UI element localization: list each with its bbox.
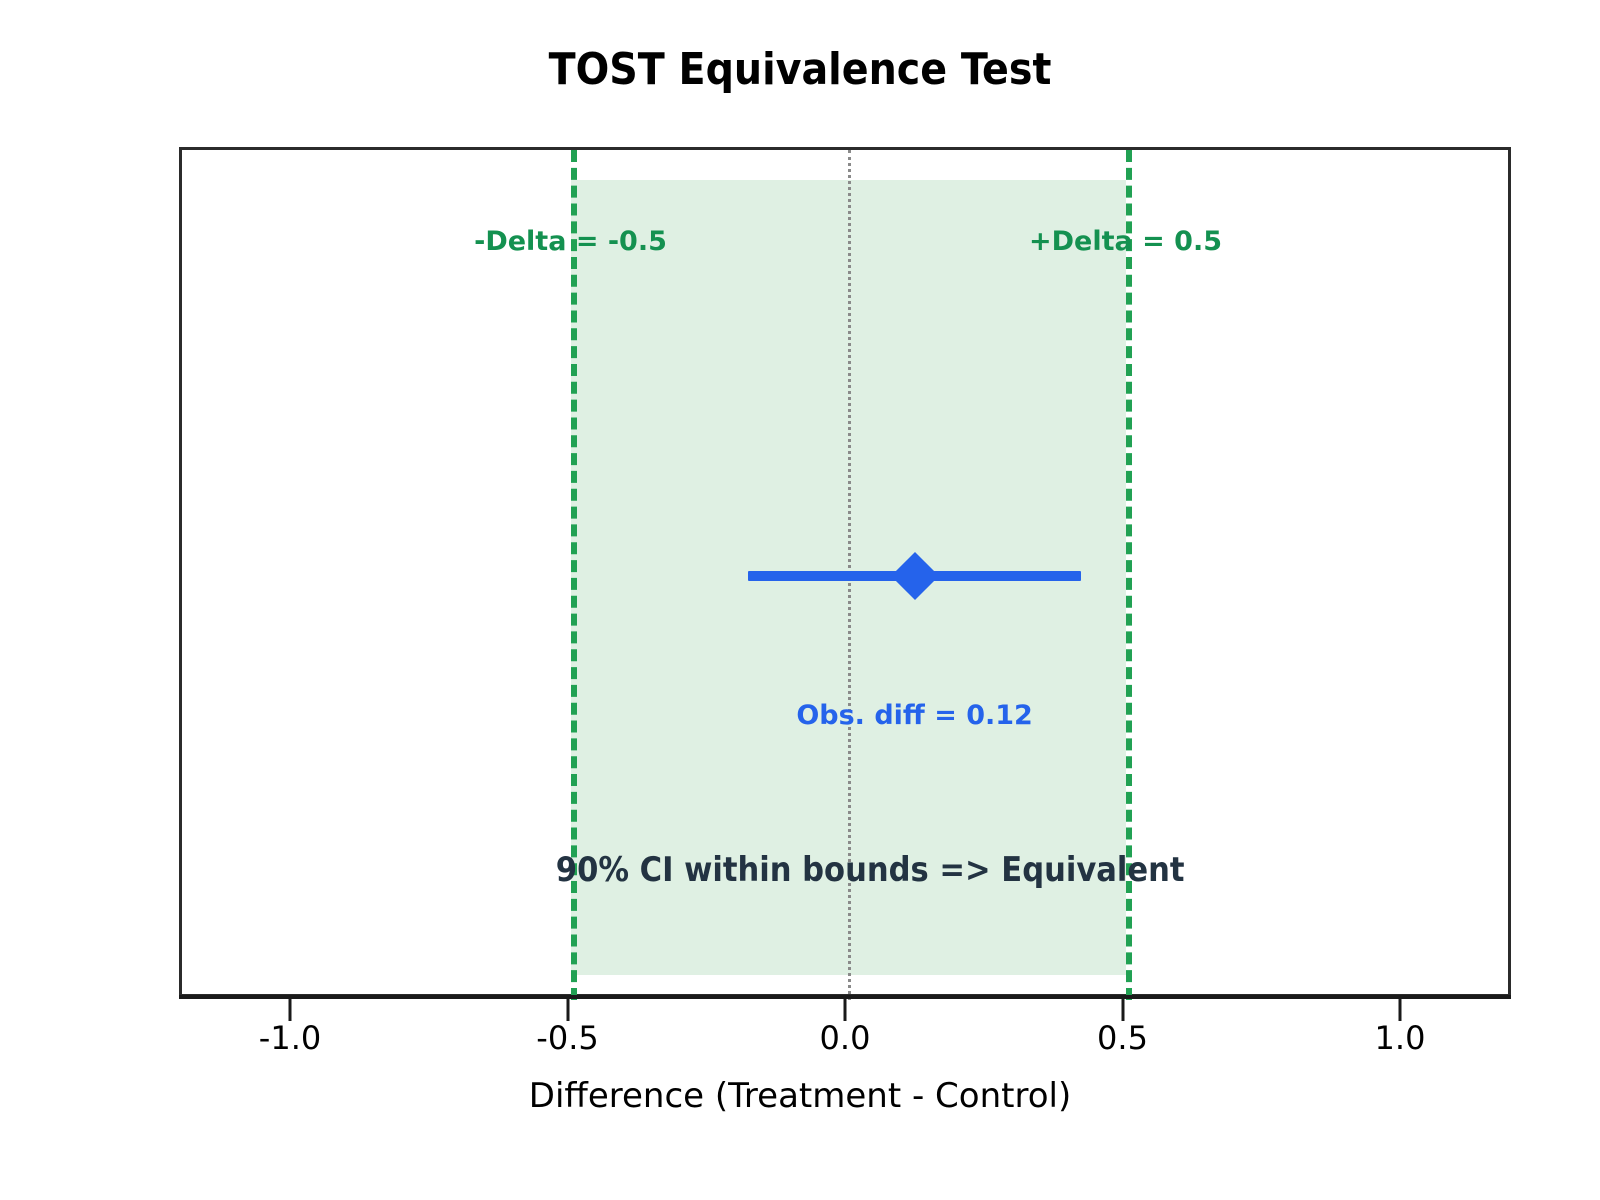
x-axis-line bbox=[179, 995, 1511, 999]
plot-area: -Delta = -0.5 +Delta = 0.5 Obs. diff = 0… bbox=[179, 147, 1511, 1000]
x-axis-tick-label: -1.0 bbox=[258, 1019, 322, 1057]
upper-bound-line bbox=[1125, 150, 1132, 1000]
x-axis-tick bbox=[288, 999, 292, 1021]
x-axis-tick bbox=[1398, 999, 1402, 1021]
x-axis-tick-label: -0.5 bbox=[536, 1019, 599, 1057]
x-axis-tick-label: 1.0 bbox=[1374, 1019, 1426, 1057]
upper-bound-label: +Delta = 0.5 bbox=[1029, 226, 1222, 257]
lower-bound-label: -Delta = -0.5 bbox=[474, 226, 667, 257]
x-axis-tick bbox=[566, 999, 569, 1021]
conclusion-label: 90% CI within bounds => Equivalent bbox=[555, 850, 1185, 890]
x-axis-tick bbox=[1121, 999, 1124, 1021]
lower-bound-line bbox=[570, 150, 577, 1000]
chart-title: TOST Equivalence Test bbox=[548, 44, 1052, 95]
x-axis-title: Difference (Treatment - Control) bbox=[528, 1076, 1072, 1116]
x-axis-tick bbox=[843, 999, 847, 1021]
observed-difference-label: Obs. diff = 0.12 bbox=[796, 700, 1033, 731]
x-axis-tick-label: 0.0 bbox=[819, 1019, 871, 1057]
x-axis-tick-label: 0.5 bbox=[1097, 1019, 1148, 1057]
